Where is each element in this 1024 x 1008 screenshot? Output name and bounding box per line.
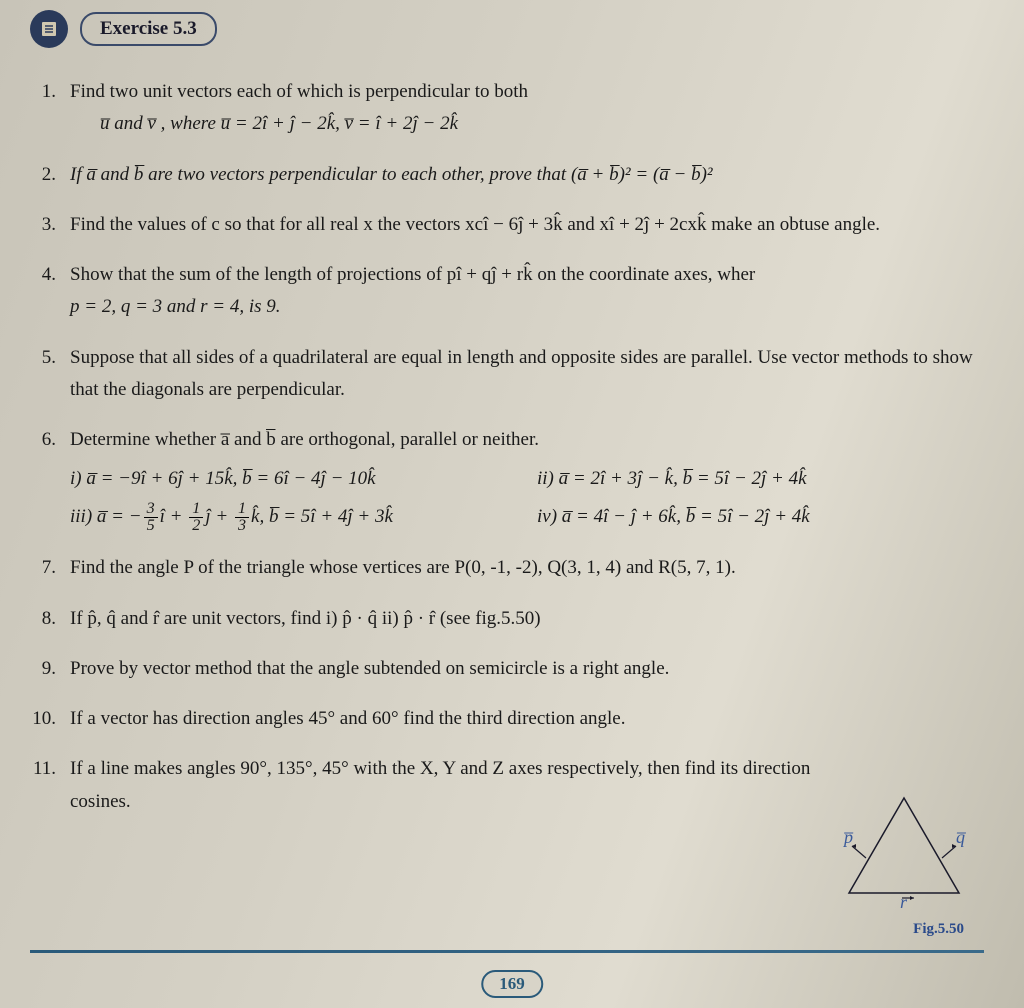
q4-line1: Show that the sum of the length of proje… xyxy=(70,264,755,285)
q4-line2: p = 2, q = 3 and r = 4, is 9. xyxy=(70,296,281,317)
q6-sub-iii: iii) a̅ = −35î + 12ĵ + 13k̂, b̅ = 5î + 4… xyxy=(70,501,517,534)
fig-label-r: r⃗ xyxy=(900,892,921,908)
question-text: Find the values of c so that for all rea… xyxy=(70,209,984,241)
frac-num: 3 xyxy=(144,501,158,518)
question-number: 7. xyxy=(30,552,70,584)
question-8: 8. If p̂, q̂ and r̂ are unit vectors, fi… xyxy=(30,603,824,635)
question-7: 7. Find the angle P of the triangle whos… xyxy=(30,552,984,584)
figure-caption: Fig.5.50 xyxy=(913,921,964,938)
question-number: 6. xyxy=(30,424,70,534)
frac-num: 1 xyxy=(189,501,203,518)
question-10: 10. If a vector has direction angles 45°… xyxy=(30,703,824,735)
question-number: 10. xyxy=(30,703,70,735)
question-3: 3. Find the values of c so that for all … xyxy=(30,209,984,241)
frac-den: 2 xyxy=(189,518,203,534)
q6-iii-prefix: iii) a̅ = xyxy=(70,506,129,527)
fig-label-q: q̅ xyxy=(956,827,966,847)
question-6: 6. Determine whether a̅ and b̅ are ortho… xyxy=(30,424,984,534)
q1-formula: u̅ = 2î + ĵ − 2k̂, v̅ = î + 2ĵ − 2k̂ xyxy=(221,113,458,134)
question-number: 3. xyxy=(30,209,70,241)
frac-den: 5 xyxy=(144,518,158,534)
question-text: Suppose that all sides of a quadrilatera… xyxy=(70,342,984,407)
question-number: 1. xyxy=(30,76,70,141)
question-number: 2. xyxy=(30,159,70,191)
q6-sub-iv: iv) a̅ = 4î − ĵ + 6k̂, b̅ = 5î − 2ĵ + 4k… xyxy=(537,501,984,534)
question-text: Determine whether a̅ and b̅ are orthogon… xyxy=(70,424,984,534)
question-number: 11. xyxy=(30,753,70,818)
fig-label-p: p̅ xyxy=(842,827,854,847)
question-5: 5. Suppose that all sides of a quadrilat… xyxy=(30,342,984,407)
question-text: Find the angle P of the triangle whose v… xyxy=(70,552,984,584)
question-text: If a vector has direction angles 45° and… xyxy=(70,703,824,735)
q6-iii-suffix: , b̅ = 5î + 4ĵ + 3k̂ xyxy=(259,506,392,527)
exercise-badge: Exercise 5.3 xyxy=(80,12,217,46)
book-icon xyxy=(30,10,68,48)
question-text: Prove by vector method that the angle su… xyxy=(70,653,824,685)
question-text: Find two unit vectors each of which is p… xyxy=(70,76,984,141)
q6-sub-i: i) a̅ = −9î + 6ĵ + 15k̂, b̅ = 6î − 4ĵ − … xyxy=(70,463,517,495)
question-11: 11. If a line makes angles 90°, 135°, 45… xyxy=(30,753,824,818)
question-text: If a line makes angles 90°, 135°, 45° wi… xyxy=(70,753,824,818)
question-text: If a̅ and b̅ are two vectors perpendicul… xyxy=(70,159,984,191)
frac-num: 1 xyxy=(235,501,249,518)
frac-den: 3 xyxy=(235,518,249,534)
q1-prefix: u̅ and v̅ , where xyxy=(100,113,221,134)
question-2: 2. If a̅ and b̅ are two vectors perpendi… xyxy=(30,159,984,191)
question-text: Show that the sum of the length of proje… xyxy=(70,259,984,324)
question-number: 9. xyxy=(30,653,70,685)
question-number: 8. xyxy=(30,603,70,635)
question-9: 9. Prove by vector method that the angle… xyxy=(30,653,824,685)
q1-line1: Find two unit vectors each of which is p… xyxy=(70,81,528,102)
figure-triangle: p̅ q̅ r⃗ xyxy=(834,788,974,918)
question-text: If p̂, q̂ and r̂ are unit vectors, find … xyxy=(70,603,824,635)
page-number-wrap: 169 xyxy=(481,970,543,998)
question-number: 4. xyxy=(30,259,70,324)
question-4: 4. Show that the sum of the length of pr… xyxy=(30,259,984,324)
question-number: 5. xyxy=(30,342,70,407)
exercise-header: Exercise 5.3 xyxy=(30,10,984,48)
question-1: 1. Find two unit vectors each of which i… xyxy=(30,76,984,141)
q6-sub-ii: ii) a̅ = 2î + 3ĵ − k̂, b̅ = 5î − 2ĵ + 4k… xyxy=(537,463,984,495)
divider-line xyxy=(30,950,984,953)
page-number: 169 xyxy=(481,970,543,998)
q6-intro: Determine whether a̅ and b̅ are orthogon… xyxy=(70,429,539,450)
